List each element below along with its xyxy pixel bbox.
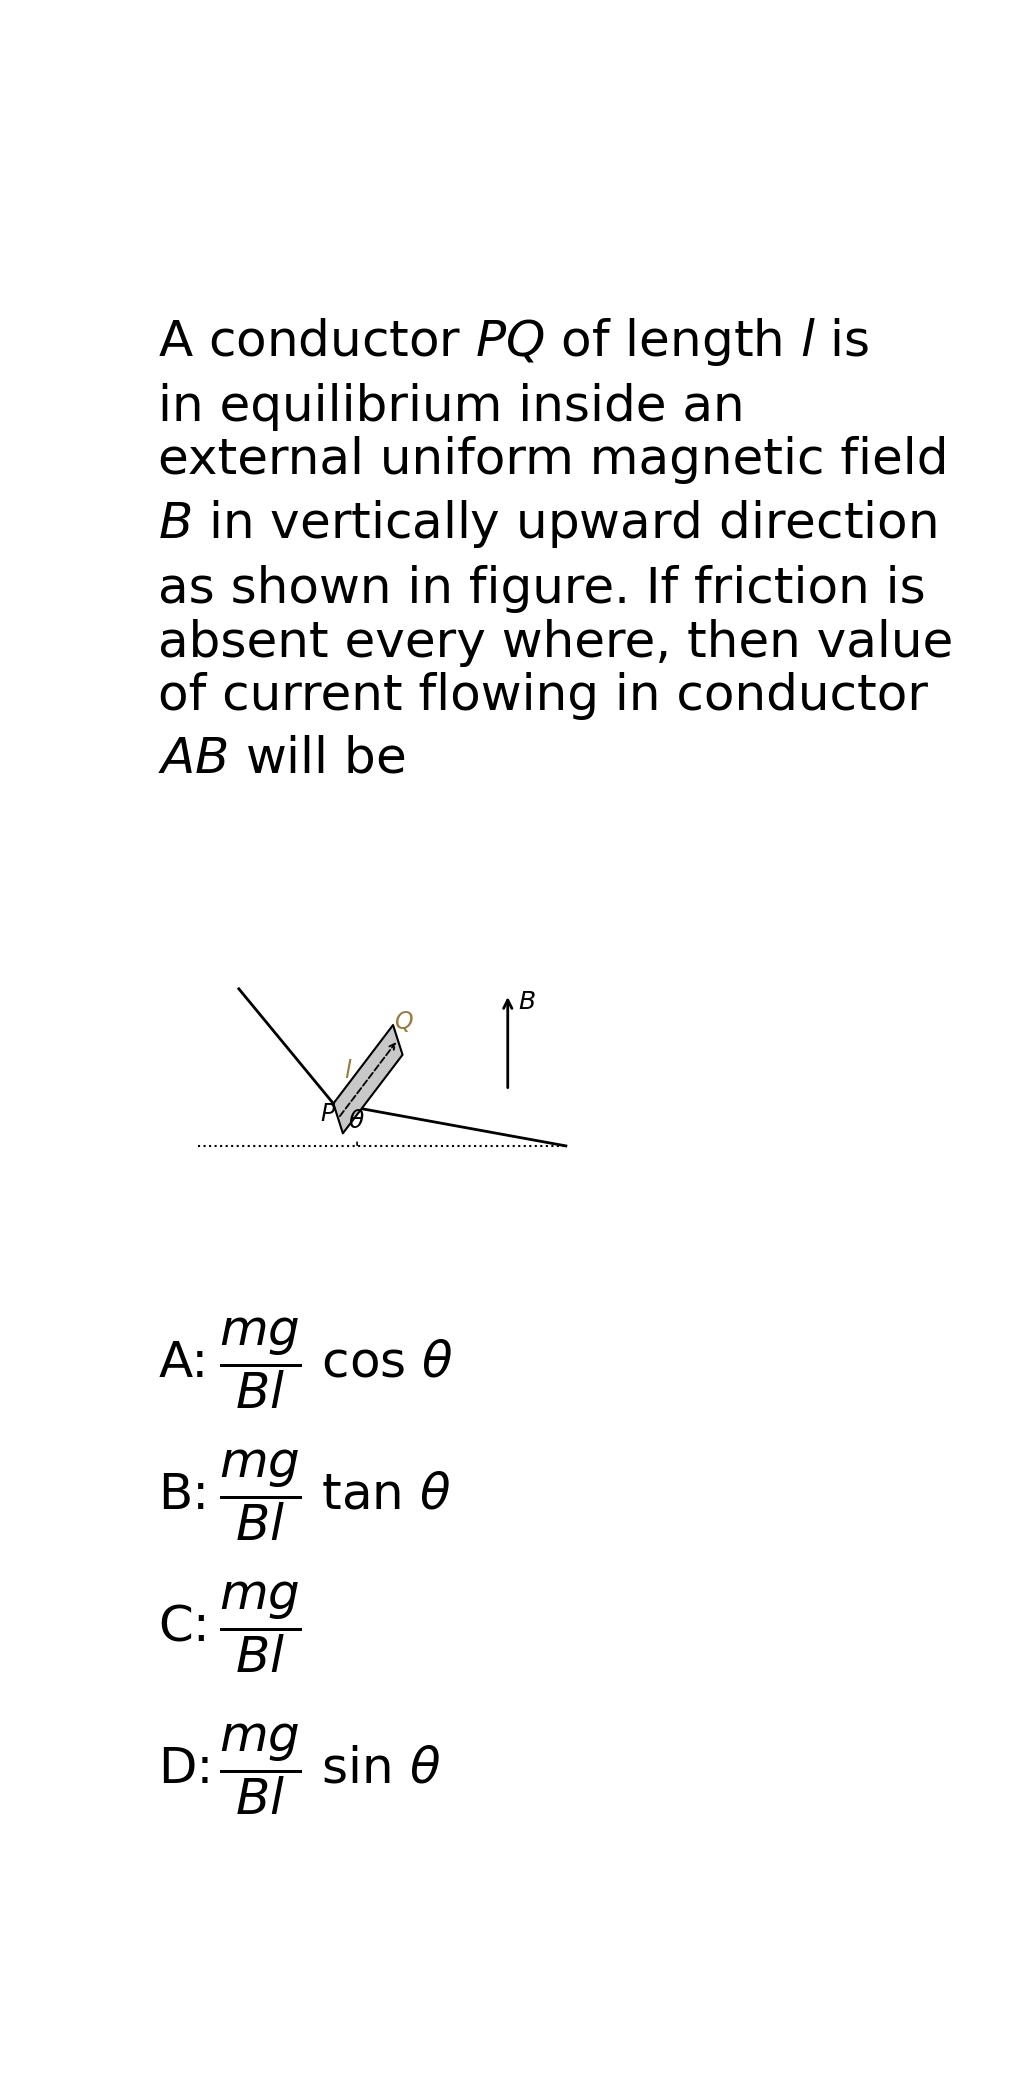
- Text: $\theta$: $\theta$: [348, 1109, 365, 1132]
- Text: A conductor $\mathit{PQ}$ of length $\mathit{l}$ is: A conductor $\mathit{PQ}$ of length $\ma…: [158, 316, 869, 368]
- Text: $l$: $l$: [344, 1059, 352, 1082]
- Text: $\mathit{AB}$ will be: $\mathit{AB}$ will be: [158, 735, 406, 783]
- Text: of current flowing in conductor: of current flowing in conductor: [158, 672, 928, 720]
- Text: $B$: $B$: [518, 990, 536, 1015]
- Text: $\mathit{B}$ in vertically upward direction: $\mathit{B}$ in vertically upward direct…: [158, 498, 937, 550]
- Text: as shown in figure. If friction is: as shown in figure. If friction is: [158, 565, 926, 613]
- Text: $Q$: $Q$: [394, 1009, 414, 1034]
- Text: D:: D:: [158, 1746, 214, 1794]
- Text: absent every where, then value: absent every where, then value: [158, 620, 953, 666]
- Text: B:: B:: [158, 1471, 209, 1520]
- Text: in equilibrium inside an: in equilibrium inside an: [158, 383, 744, 431]
- Text: $\dfrac{mg}{Bl}$: $\dfrac{mg}{Bl}$: [219, 1580, 302, 1674]
- Text: $\dfrac{mg}{Bl}$ cos $\theta$: $\dfrac{mg}{Bl}$ cos $\theta$: [219, 1314, 454, 1411]
- Text: $P$: $P$: [319, 1101, 336, 1126]
- Text: A:: A:: [158, 1340, 209, 1388]
- Polygon shape: [334, 1026, 402, 1132]
- Text: external uniform magnetic field: external uniform magnetic field: [158, 437, 948, 483]
- Text: $\dfrac{mg}{Bl}$ sin $\theta$: $\dfrac{mg}{Bl}$ sin $\theta$: [219, 1720, 441, 1817]
- Text: C:: C:: [158, 1603, 210, 1651]
- Text: $\dfrac{mg}{Bl}$ tan $\theta$: $\dfrac{mg}{Bl}$ tan $\theta$: [219, 1448, 452, 1543]
